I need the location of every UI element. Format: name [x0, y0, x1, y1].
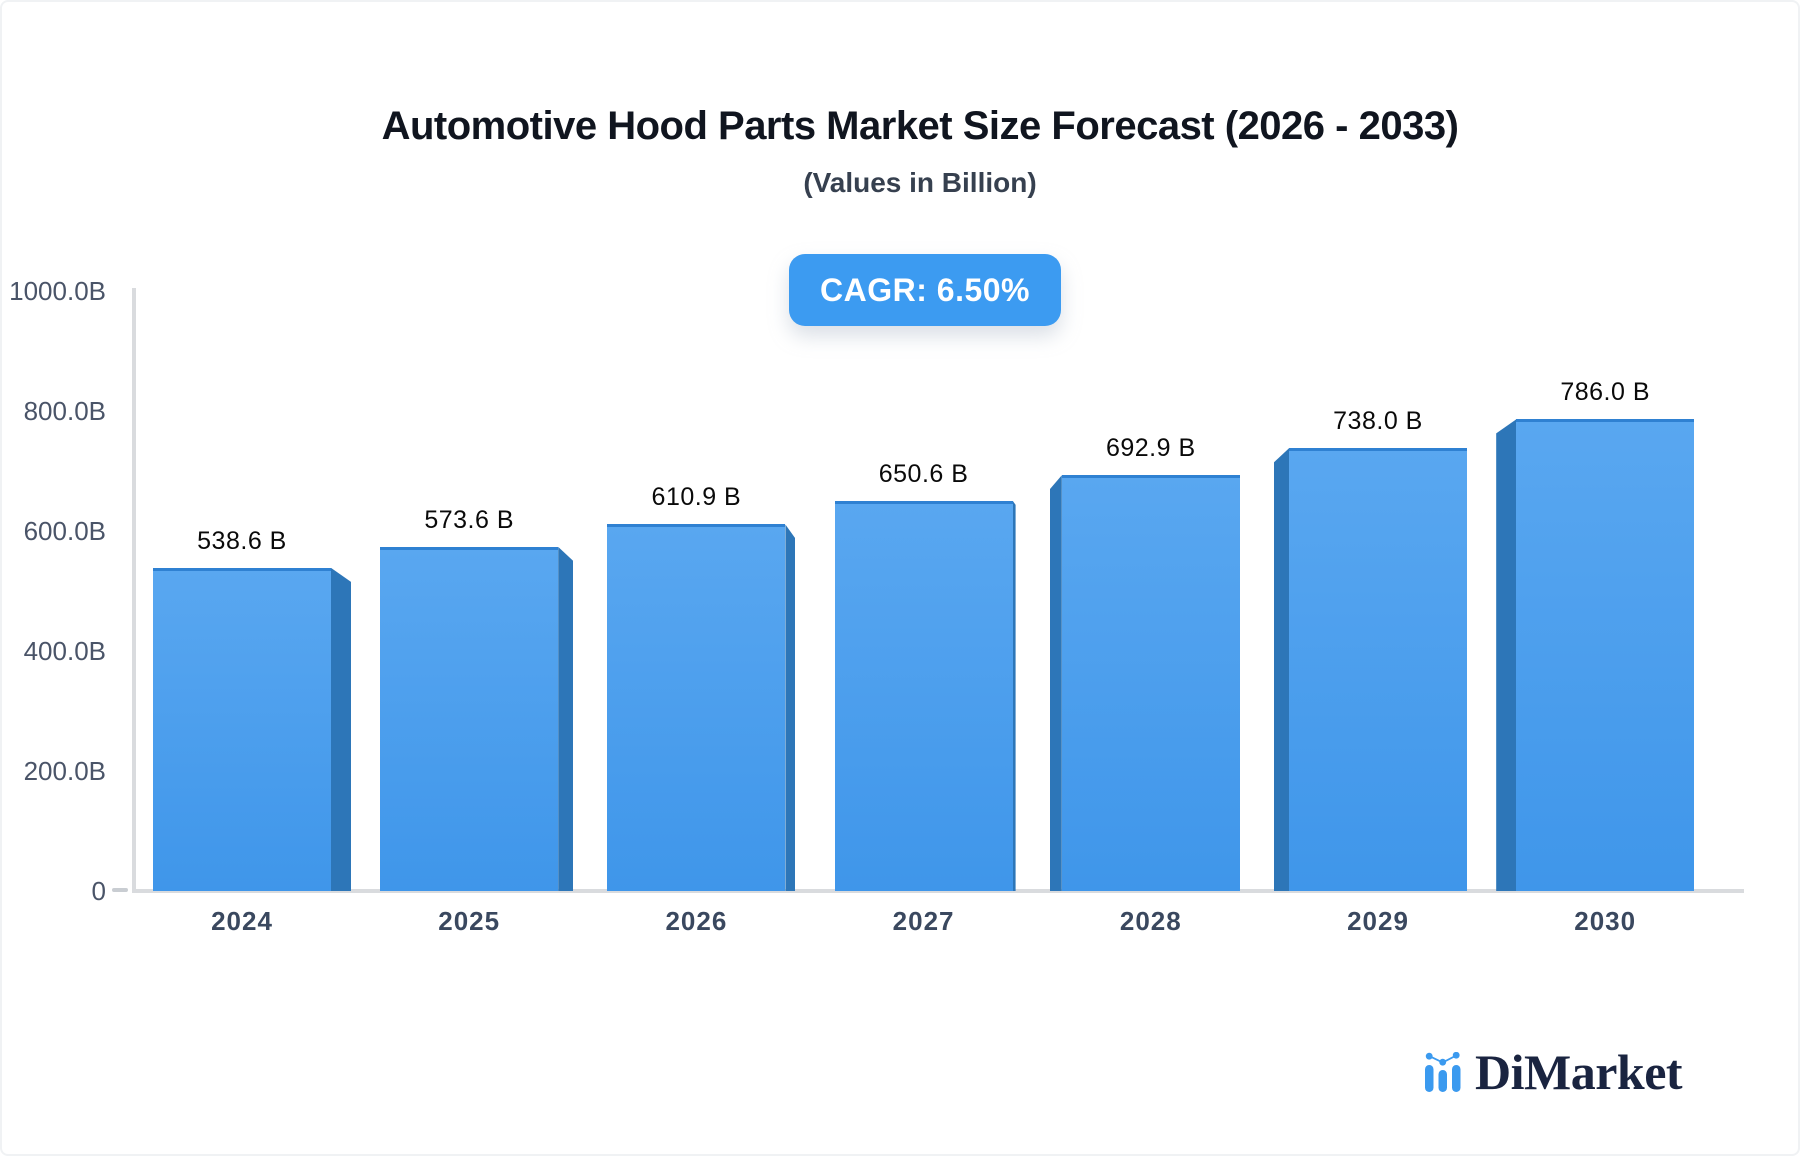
dimarket-logo-text: DiMarket	[1475, 1044, 1683, 1100]
bar-side-3d	[785, 524, 796, 891]
x-axis-label: 2026	[665, 906, 728, 936]
y-tick-label: 600.0B	[23, 516, 106, 546]
x-axis-label: 2027	[892, 906, 955, 936]
bar-value-label: 573.6 B	[424, 505, 515, 534]
bar	[834, 500, 1013, 891]
y-tick-label: 0	[91, 876, 106, 906]
cagr-badge-label: CAGR: 6.50%	[820, 271, 1030, 308]
x-axis-label: 2030	[1574, 906, 1637, 936]
bar-value-label: 692.9 B	[1105, 434, 1196, 463]
bar-side-3d	[1049, 475, 1062, 891]
x-axis-label: 2024	[211, 906, 273, 936]
bar-side-3d	[558, 546, 574, 891]
bar-value-label: 650.6 B	[878, 459, 969, 488]
cagr-badge: CAGR: 6.50%	[789, 254, 1061, 326]
y-tick-label: 400.0B	[23, 636, 106, 666]
bar	[380, 546, 559, 891]
x-axis-label: 2025	[438, 906, 501, 936]
bar-side-3d	[331, 567, 351, 891]
bar-value-label: 610.9 B	[651, 483, 742, 512]
chart-subtitle: (Values in Billion)	[803, 167, 1037, 198]
y-axis-line	[132, 288, 136, 893]
bar	[153, 567, 331, 891]
dimarket-logo-icon	[1425, 1052, 1461, 1092]
bar-side-3d	[1012, 500, 1016, 891]
y-tick-label: 1000.0B	[9, 276, 106, 306]
dimarket-logo: DiMarket	[1424, 1044, 1683, 1100]
bar-side-3d	[1496, 419, 1517, 891]
bar	[607, 524, 786, 891]
chart-title: Automotive Hood Parts Market Size Foreca…	[381, 104, 1459, 148]
y-tick-label: 200.0B	[23, 756, 106, 786]
bar-value-label: 738.0 B	[1333, 407, 1423, 436]
x-axis-baseline	[132, 889, 1744, 893]
bar	[1516, 419, 1695, 891]
bar	[1061, 475, 1240, 891]
bar-side-3d	[1274, 448, 1289, 891]
bar-value-label: 538.6 B	[197, 526, 287, 555]
bar-value-label: 786.0 B	[1560, 378, 1651, 407]
bar	[1289, 448, 1467, 891]
x-axis-label: 2029	[1347, 906, 1409, 936]
y-tick-label: 800.0B	[23, 396, 106, 426]
x-axis-label: 2028	[1119, 906, 1182, 936]
zero-tick-mark	[112, 888, 128, 892]
